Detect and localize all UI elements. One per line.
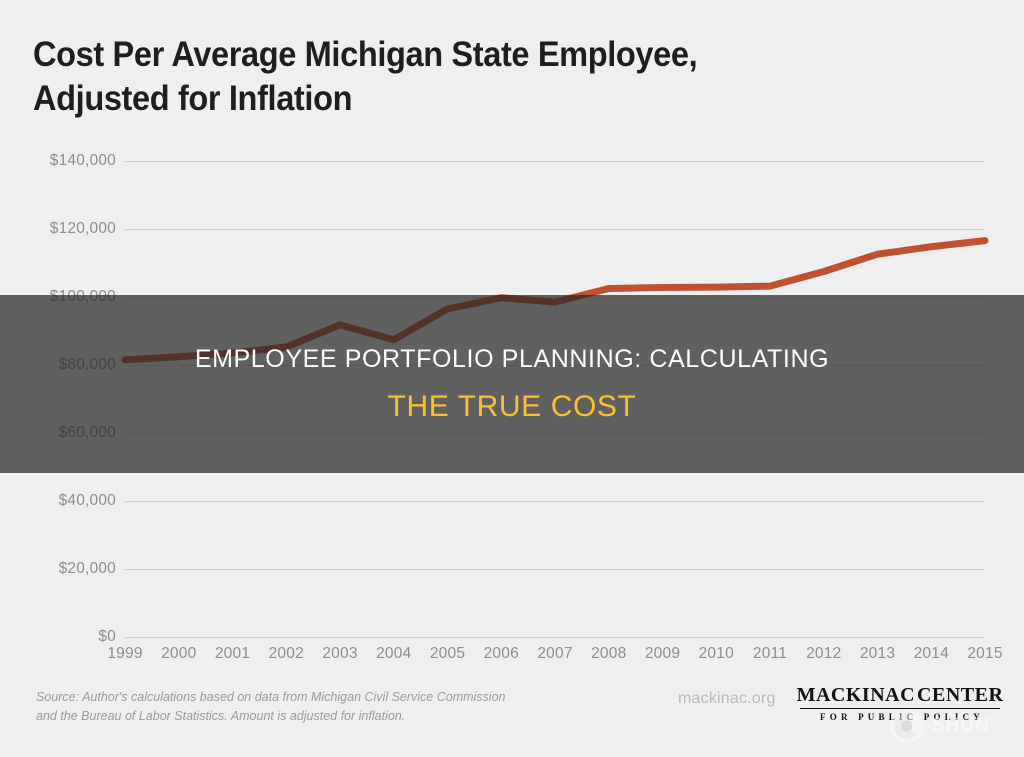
site-url[interactable]: mackinac.org: [678, 690, 776, 707]
x-axis-tick-label: 1999: [107, 645, 143, 662]
overlay-caption-line-2: THE TRUE COST: [387, 390, 637, 423]
y-axis-tick-label: $0: [98, 628, 116, 645]
logo-wordmark: MACKINAC CENTER: [796, 683, 1004, 709]
logo-word-center: CENTER: [917, 684, 1004, 706]
x-axis-tick-label: 2015: [967, 645, 1003, 662]
x-axis-tick-label: 2014: [913, 645, 949, 662]
grid-line: [125, 569, 985, 570]
grid-line: [125, 501, 985, 502]
x-axis-tick-label: 2011: [752, 645, 788, 662]
x-axis-tick-label: 2008: [591, 645, 627, 662]
x-axis-tick-label: 2005: [429, 645, 466, 662]
y-axis-tick-label: $40,000: [58, 492, 116, 509]
x-axis-tick-label: 2013: [859, 645, 896, 662]
x-axis-tick-label: 2004: [376, 645, 412, 662]
page-title: Cost Per Average Michigan State Employee…: [33, 33, 833, 121]
grid-line: [125, 161, 985, 162]
logo-tagline: FOR PUBLIC POLICY: [820, 712, 984, 722]
grid-line: [125, 229, 985, 230]
x-axis-tick-label: 2010: [698, 645, 734, 662]
x-axis-tick-label: 2002: [268, 645, 304, 662]
source-line-1: Source: Author's calculations based on d…: [36, 690, 506, 704]
overlay-band: [0, 295, 1024, 473]
y-axis-tick-label: $140,000: [49, 152, 116, 169]
mackinac-center-logo[interactable]: MACKINAC CENTER FOR PUBLIC POLICY: [796, 683, 1004, 729]
source-note: Source: Author's calculations based on d…: [36, 688, 636, 726]
x-axis-tick-label: 2009: [644, 645, 681, 662]
x-axis-labels: 1999 2000 2001 2002 2003 2004 2005 2006 2007 2008…: [107, 645, 1002, 667]
y-axis-tick-label: $20,000: [58, 560, 116, 577]
x-axis-tick-label: 2012: [806, 645, 842, 662]
title-line-2: Adjusted for Inflation: [33, 79, 353, 118]
x-axis-tick-label: 2003: [322, 645, 358, 662]
logo-word-mackinac: MACKINAC: [796, 684, 916, 706]
source-line-2: and the Bureau of Labor Statistics. Amou…: [36, 709, 406, 723]
title-line-1: Cost Per Average Michigan State Employee…: [33, 35, 698, 74]
x-axis-tick-label: 2001: [214, 645, 251, 662]
y-axis-tick-label: $120,000: [49, 220, 116, 237]
x-axis-tick-label: 2007: [537, 645, 573, 662]
x-axis-tick-label: 2006: [483, 645, 519, 662]
grid-line: [125, 637, 985, 638]
x-axis-tick-label: 2000: [161, 645, 197, 662]
overlay-caption-line-1: EMPLOYEE PORTFOLIO PLANNING: CALCULATING: [194, 345, 830, 373]
